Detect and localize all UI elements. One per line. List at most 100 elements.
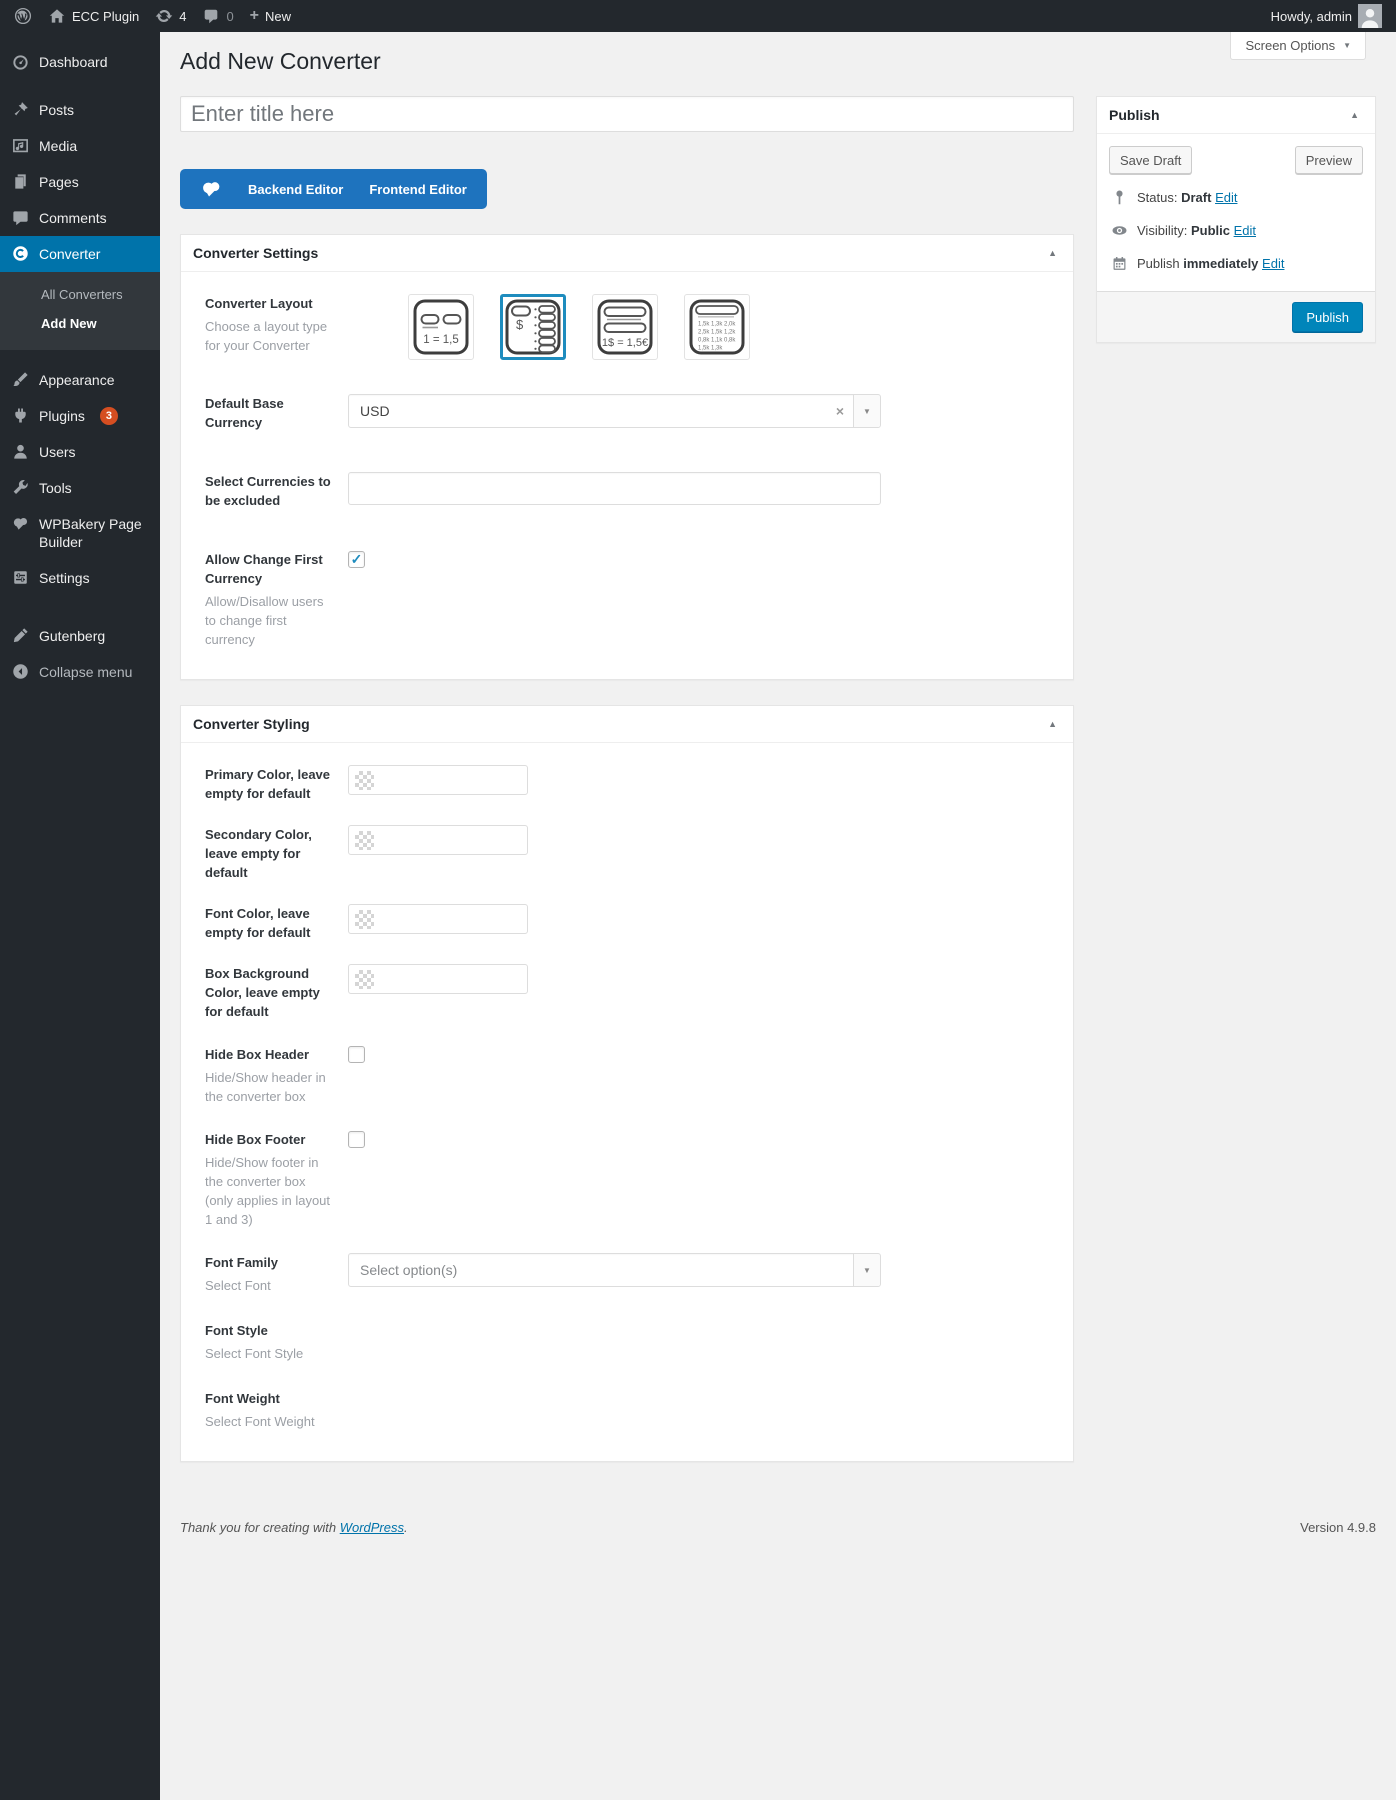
collapse-toggle-icon[interactable]: ▲ (1350, 110, 1359, 120)
layout-option-2-selected[interactable]: $ (500, 294, 566, 360)
font-color-input[interactable] (348, 904, 528, 934)
wpbakery-icon (11, 514, 30, 533)
layout-option-4[interactable]: 1,5k 1,3k 2,0k 2,5k 1,5k 1,2k 0,8k 1,1k … (684, 294, 750, 360)
home-icon (48, 7, 66, 25)
edit-schedule-link[interactable]: Edit (1262, 256, 1285, 271)
collapse-toggle-icon[interactable]: ▲ (1048, 719, 1057, 729)
admin-sidebar: Dashboard Posts Media Pages Comments Con… (0, 32, 160, 1800)
excluded-currencies-input[interactable] (348, 472, 881, 505)
sidebar-item-appearance[interactable]: Appearance (0, 362, 160, 398)
plus-icon: + (249, 7, 260, 24)
new-content-link[interactable]: + New (250, 8, 291, 24)
transparency-checker-icon (355, 830, 374, 850)
wordpress-link[interactable]: WordPress (339, 1520, 404, 1535)
sidebar-item-label: Dashboard (39, 54, 108, 70)
base-currency-select[interactable]: USD × ▼ (348, 394, 881, 428)
secondary-color-input[interactable] (348, 825, 528, 855)
layout4-row: 1,5k 1,3k (698, 346, 723, 352)
sidebar-item-label: Converter (39, 246, 101, 262)
screen-options-tab[interactable]: Screen Options ▼ (1230, 32, 1366, 60)
sidebar-item-gutenberg[interactable]: Gutenberg (0, 618, 160, 654)
selected-value: USD (360, 403, 390, 419)
site-name-link[interactable]: ECC Plugin (48, 7, 139, 25)
sidebar-item-dashboard[interactable]: Dashboard (0, 44, 160, 80)
sidebar-item-tools[interactable]: Tools (0, 470, 160, 506)
converter-layout-row: Converter Layout Choose a layout type fo… (205, 294, 1049, 360)
box-title: Publish (1109, 107, 1160, 123)
media-icon (11, 136, 30, 155)
comments-icon (11, 208, 30, 227)
sidebar-item-label: Appearance (39, 372, 115, 388)
submenu-label: All Converters (41, 287, 123, 302)
box-bg-color-input[interactable] (348, 964, 528, 994)
edit-visibility-link[interactable]: Edit (1233, 223, 1257, 238)
primary-color-input[interactable] (348, 765, 528, 795)
account-menu[interactable]: Howdy, admin (1271, 4, 1382, 28)
sidebar-item-label: Comments (39, 210, 107, 226)
tab-backend-editor[interactable]: Backend Editor (248, 181, 344, 197)
hide-box-footer-checkbox[interactable] (348, 1131, 365, 1148)
transparency-checker-icon (355, 909, 374, 929)
plugins-update-badge: 3 (99, 407, 118, 425)
sidebar-item-add-new[interactable]: Add New (0, 309, 160, 338)
eye-icon (1111, 222, 1128, 239)
collapse-menu-button[interactable]: Collapse menu (0, 654, 160, 690)
comments-link[interactable]: 0 (202, 7, 234, 25)
layout-option-3[interactable]: 1$ = 1,5€ (592, 294, 658, 360)
sidebar-item-wpbakery[interactable]: WPBakery Page Builder (0, 506, 160, 560)
sidebar-item-comments[interactable]: Comments (0, 200, 160, 236)
sidebar-item-label: Tools (39, 480, 72, 496)
wordpress-logo-menu[interactable] (14, 7, 32, 25)
sidebar-item-converter[interactable]: Converter (0, 236, 160, 272)
wordpress-logo-icon (14, 7, 32, 25)
preview-button[interactable]: Preview (1294, 146, 1363, 174)
field-label: Font Family (205, 1255, 278, 1270)
page-title: Add New Converter (180, 48, 381, 74)
sidebar-item-label: Users (39, 444, 76, 460)
publish-button[interactable]: Publish (1292, 302, 1363, 332)
wrench-icon (11, 478, 30, 497)
pages-icon (11, 172, 30, 191)
field-label: Font Weight (205, 1391, 280, 1406)
schedule-value: immediately (1183, 256, 1259, 271)
edit-status-link[interactable]: Edit (1215, 190, 1238, 205)
field-help: Select Font (205, 1278, 271, 1293)
sidebar-item-plugins[interactable]: Plugins 3 (0, 398, 160, 434)
font-family-select[interactable]: Select option(s) ▼ (348, 1253, 881, 1287)
updates-link[interactable]: 4 (155, 7, 186, 25)
post-title-input[interactable] (180, 96, 1074, 132)
font-weight-row: Font Weight Select Font Weight (205, 1389, 1049, 1431)
thanks-text: Thank you for creating with (180, 1520, 337, 1535)
box-title: Converter Settings (193, 245, 319, 261)
layout4-row: 2,5k 1,5k 1,2k (698, 330, 736, 336)
sidebar-item-posts[interactable]: Posts (0, 92, 160, 128)
tab-frontend-editor[interactable]: Frontend Editor (369, 181, 467, 197)
pushpin-icon (11, 100, 30, 119)
sidebar-item-label: Media (39, 138, 78, 154)
sidebar-item-pages[interactable]: Pages (0, 164, 160, 200)
font-style-row: Font Style Select Font Style (205, 1321, 1049, 1363)
transparency-checker-icon (355, 969, 374, 989)
field-help: Choose a layout type for your Converter (205, 319, 328, 353)
layout-option-1[interactable]: 1 = 1,5 (408, 294, 474, 360)
thanks-period: . (404, 1520, 408, 1535)
allow-change-checkbox-checked[interactable]: ✓ (348, 551, 365, 568)
box-bg-color-row: Box Background Color, leave empty for de… (205, 964, 1049, 1021)
sidebar-item-media[interactable]: Media (0, 128, 160, 164)
field-help: Hide/Show header in the converter box (205, 1070, 326, 1104)
comment-count: 0 (226, 8, 234, 24)
hide-box-header-checkbox[interactable] (348, 1046, 365, 1063)
sidebar-item-settings[interactable]: Settings (0, 560, 160, 596)
layout2-symbol: $ (516, 317, 524, 332)
user-icon (11, 442, 30, 461)
hide-box-header-row: Hide Box Header Hide/Show header in the … (205, 1045, 1049, 1106)
clear-selection-icon[interactable]: × (835, 403, 844, 419)
site-name: ECC Plugin (72, 8, 140, 24)
sidebar-item-label: Posts (39, 102, 75, 118)
collapse-toggle-icon[interactable]: ▲ (1048, 248, 1057, 258)
admin-bar: ECC Plugin 4 0 + New Howdy, admin (0, 0, 1396, 32)
save-draft-button[interactable]: Save Draft (1109, 146, 1193, 174)
field-label: Allow Change First Currency (205, 552, 323, 586)
sidebar-item-all-converters[interactable]: All Converters (0, 280, 160, 309)
sidebar-item-users[interactable]: Users (0, 434, 160, 470)
